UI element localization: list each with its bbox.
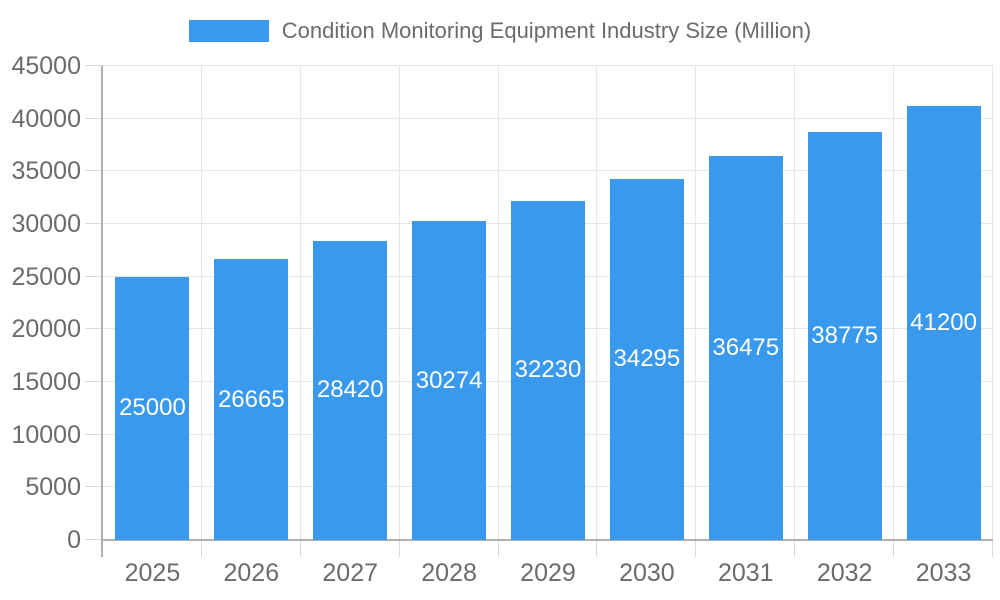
chart-legend[interactable]: Condition Monitoring Equipment Industry … [0, 17, 1000, 45]
bar-value-label: 38775 [811, 321, 879, 349]
h-gridline [103, 117, 993, 119]
v-gridline [200, 66, 202, 540]
x-axis-line [101, 539, 993, 541]
bar [906, 106, 981, 540]
x-tick [398, 540, 400, 557]
y-tick [85, 381, 103, 382]
y-axis-label: 30000 [11, 210, 81, 238]
x-tick [200, 540, 202, 557]
legend-label: Condition Monitoring Equipment Industry … [281, 18, 812, 43]
v-gridline [299, 66, 301, 540]
bar-value-label: 34295 [613, 345, 681, 373]
v-gridline [992, 66, 993, 540]
bar [115, 276, 190, 540]
v-gridline [893, 66, 895, 540]
y-axis-label: 5000 [25, 473, 81, 502]
bar [511, 200, 585, 540]
x-axis-label: 2027 [322, 559, 379, 587]
bar-value-label: 32230 [514, 356, 582, 384]
h-gridline [103, 65, 993, 66]
bar [214, 259, 289, 540]
y-tick [85, 65, 103, 66]
y-tick [85, 433, 103, 435]
x-axis-label: 2029 [520, 559, 576, 587]
y-axis-line [101, 66, 103, 557]
x-tick [596, 540, 598, 557]
bar [313, 240, 388, 540]
y-tick [85, 223, 103, 224]
x-tick [497, 540, 499, 557]
x-axis-label: 2028 [421, 559, 477, 587]
y-axis-label: 40000 [11, 104, 81, 133]
x-tick [299, 540, 301, 557]
y-axis-label: 0 [67, 526, 81, 554]
y-tick [85, 539, 103, 540]
v-gridline [596, 66, 598, 540]
x-tick [695, 540, 697, 557]
x-axis-label: 2031 [717, 559, 774, 587]
y-axis-label: 10000 [11, 420, 81, 449]
v-gridline [497, 66, 499, 540]
bar-value-label: 30274 [415, 366, 483, 394]
v-gridline [794, 66, 796, 540]
x-axis-label: 2030 [619, 559, 675, 587]
y-axis-label: 35000 [11, 157, 81, 186]
x-axis-label: 2032 [816, 559, 873, 587]
y-axis-label: 20000 [11, 315, 81, 344]
y-axis-label: 45000 [11, 52, 81, 80]
legend-swatch [188, 20, 269, 42]
y-tick [85, 117, 103, 119]
bar-value-label: 25000 [119, 394, 186, 422]
x-tick [992, 540, 993, 557]
bar-value-label: 36475 [712, 333, 780, 361]
bar [609, 178, 684, 540]
bar-value-label: 26665 [217, 385, 285, 413]
bar [412, 221, 487, 540]
x-axis-label: 2025 [124, 559, 181, 587]
y-tick [85, 170, 103, 172]
bar-value-label: 28420 [316, 376, 384, 404]
y-axis-label: 15000 [11, 368, 81, 396]
y-axis-label: 25000 [11, 262, 81, 291]
x-tick [794, 540, 796, 557]
v-gridline [398, 66, 400, 540]
h-gridline [103, 170, 993, 172]
y-tick [85, 275, 103, 277]
y-tick [85, 328, 103, 330]
x-axis-label: 2033 [915, 559, 972, 587]
bar [807, 131, 882, 540]
y-tick [85, 486, 103, 488]
bar-value-label: 41200 [910, 309, 977, 336]
x-axis-label: 2026 [223, 559, 280, 587]
v-gridline [695, 66, 697, 540]
bar [708, 155, 783, 540]
x-tick [893, 540, 895, 557]
